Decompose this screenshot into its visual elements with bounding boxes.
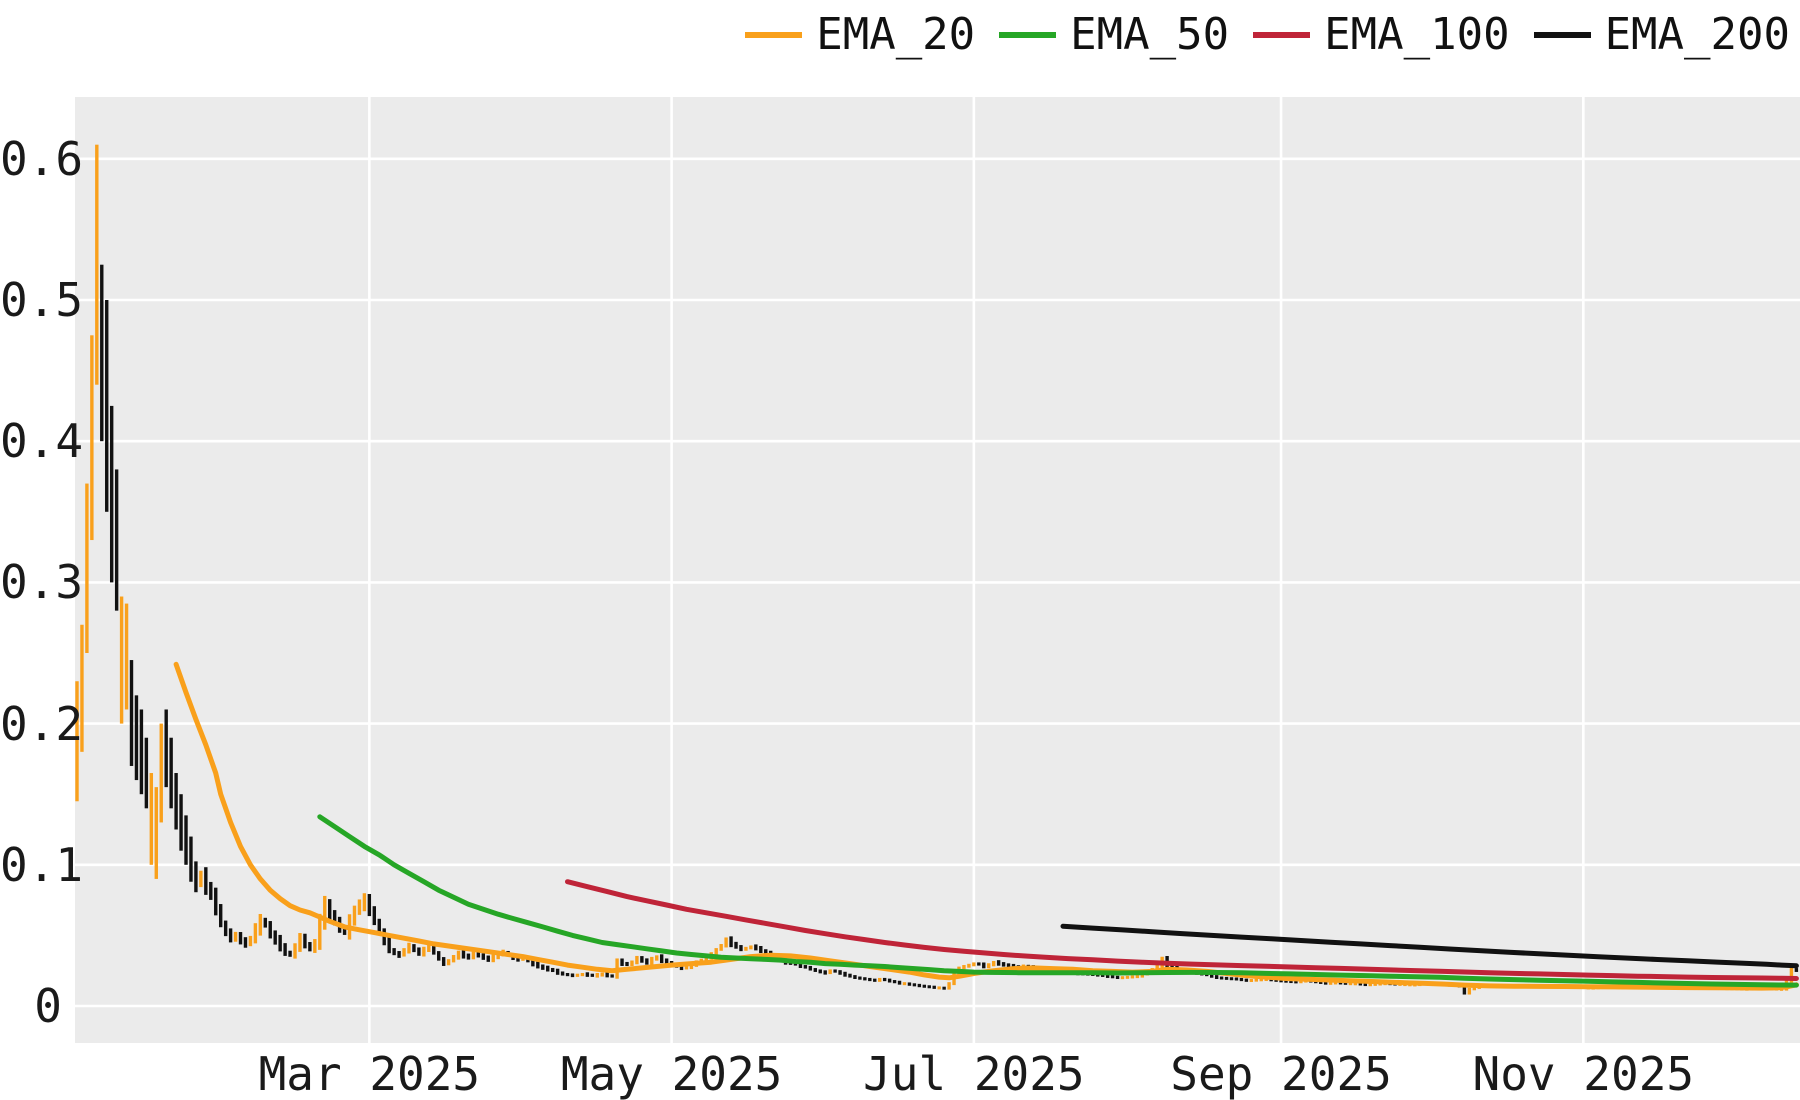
legend: EMA_20 EMA_50 EMA_100 EMA_200 [745, 10, 1790, 60]
legend-label-ema200: EMA_200 [1604, 9, 1790, 60]
ema20-line-swatch [745, 32, 803, 38]
y-tick-label: 0.4 [0, 414, 84, 469]
legend-label-ema50: EMA_50 [1070, 9, 1230, 60]
x-tick-label: Sep 2025 [1170, 1047, 1392, 1100]
y-tick-label: 0.1 [0, 837, 84, 892]
legend-label-ema100: EMA_100 [1324, 9, 1510, 60]
x-tick-label: Jul 2025 [863, 1047, 1085, 1100]
chart-svg [75, 97, 1800, 1043]
y-tick-label: 0.5 [0, 273, 84, 327]
legend-item-ema200: EMA_200 [1533, 9, 1790, 60]
ema50-line-swatch [999, 32, 1057, 38]
legend-item-ema100: EMA_100 [1253, 9, 1510, 60]
legend-item-ema50: EMA_50 [999, 10, 1229, 60]
plot-area [75, 97, 1800, 1043]
x-tick-label: Mar 2025 [258, 1047, 481, 1100]
ema100-line-swatch [1253, 32, 1311, 38]
y-tick-label: 0 [34, 979, 62, 1033]
ema200-line-swatch [1533, 32, 1591, 38]
y-tick-label: 0.6 [0, 131, 84, 186]
legend-label-ema20: EMA_20 [816, 9, 976, 60]
y-tick-label: 0.3 [0, 555, 84, 610]
legend-item-ema20: EMA_20 [745, 10, 975, 60]
y-tick-label: 0.2 [0, 696, 84, 751]
x-tick-label: May 2025 [560, 1047, 783, 1100]
x-tick-label: Nov 2025 [1472, 1047, 1695, 1100]
